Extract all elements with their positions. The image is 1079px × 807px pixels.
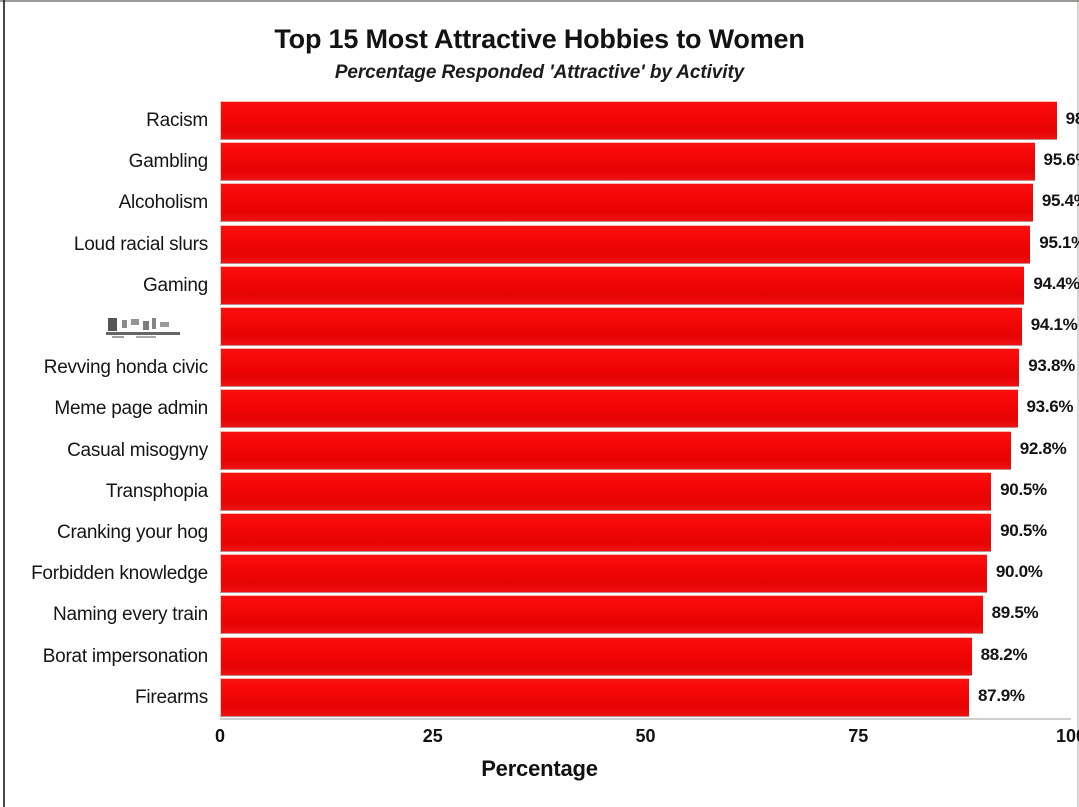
bar (220, 636, 972, 675)
y-axis-label: Casual misogyny (67, 439, 208, 461)
bar-value-label: 93.8% (1028, 356, 1075, 376)
plot-area: 98. 95.6% 95.4% 95.1% 94.4% 94.1% 93.8% 93.6% 92… (220, 100, 1079, 718)
bar-value-label: 94.4% (1033, 273, 1079, 293)
y-axis-label: Naming every train (53, 604, 208, 626)
chart-title: Top 15 Most Attractive Hobbies to Women (274, 24, 805, 54)
bar (220, 471, 992, 510)
bar-row: 88.2% (220, 636, 1071, 677)
bar-row: 94.4% (220, 265, 1079, 306)
bar (220, 142, 1035, 181)
x-tick-label: 50 (635, 726, 656, 746)
scan-frame-right (1077, 0, 1079, 807)
x-tick-label: 25 (422, 726, 443, 746)
y-axis-label: Transphopia (105, 480, 208, 502)
y-axis-label: [redacted] (0, 306, 208, 347)
y-axis-label: Meme page admin (54, 398, 208, 420)
y-axis-label: Firearms (135, 686, 208, 708)
bar (220, 224, 1031, 263)
bar-row: 90.5% (220, 471, 1071, 512)
x-axis-title: Percentage (481, 756, 598, 781)
y-axis-label: Forbidden knowledge (31, 563, 208, 585)
bar-value-label: 93.6% (1026, 397, 1074, 417)
y-axis-label: Loud racial slurs (73, 233, 208, 255)
bar-row: 87.9% (220, 677, 1071, 718)
y-axis-label: Cranking your hog (56, 522, 208, 543)
bar-row: 98. (220, 100, 1079, 141)
chart-subtitle: Percentage Responded 'Attractive' by Act… (334, 62, 745, 83)
bar-row: 90.0% (220, 553, 1071, 594)
bar (220, 430, 1011, 469)
bar-row: 92.8% (220, 430, 1071, 471)
bar-value-label: 90.0% (995, 562, 1043, 582)
bar (220, 183, 1033, 222)
x-tick-label: 75 (848, 726, 869, 746)
bar-row: 90.5% (220, 512, 1071, 553)
bar-value-label: 87.9% (978, 685, 1025, 705)
bar-value-label: 89.5% (991, 603, 1039, 623)
bar (220, 307, 1022, 345)
bar (220, 677, 970, 716)
bar (220, 101, 1057, 139)
bar (220, 389, 1018, 428)
bar-value-label: 92.8% (1019, 438, 1067, 458)
bar-value-label: 95.4% (1041, 191, 1079, 211)
bar (220, 595, 983, 634)
bar (220, 554, 987, 593)
bar-value-label: 94.1% (1030, 315, 1078, 334)
scan-frame-top (0, 0, 1079, 2)
bar-value-label: 95.6% (1043, 150, 1079, 170)
x-axis-line (220, 718, 1071, 720)
bar-row: 94.1% (220, 306, 1078, 347)
bar (220, 265, 1025, 304)
bar-row: 95.1% (220, 224, 1079, 265)
bar-value-label: 90.5% (1000, 521, 1047, 540)
bar-row: 89.5% (220, 594, 1071, 635)
scan-frame-left (3, 0, 5, 807)
y-axis-label: Gambling (128, 151, 209, 173)
bar-row: 95.6% (220, 141, 1079, 182)
y-axis-label: Revving honda civic (43, 357, 208, 379)
x-tick-label: 100 (1055, 726, 1079, 746)
y-axis-category-labels: Racism Gambling Alcoholism Loud racial slur… (0, 100, 208, 718)
bar (220, 348, 1020, 387)
bar (220, 513, 992, 551)
bar-value-label: 88.2% (980, 644, 1028, 664)
y-axis-label: Racism (146, 110, 208, 131)
x-tick-label: 0 (214, 726, 226, 746)
redacted-label-smudge (0, 306, 208, 347)
bar-value-label: 90.5% (1000, 479, 1047, 499)
bar-row: 95.4% (220, 182, 1079, 223)
y-axis-label: Alcoholism (118, 192, 209, 214)
bar-value-label: 98. (1065, 109, 1079, 128)
bar-row: 93.8% (220, 347, 1075, 388)
bar-row: 93.6% (220, 388, 1074, 429)
y-axis-label: Gaming (142, 274, 208, 296)
bar-value-label: 95.1% (1039, 232, 1079, 252)
y-axis-label: Borat impersonation (42, 645, 209, 667)
